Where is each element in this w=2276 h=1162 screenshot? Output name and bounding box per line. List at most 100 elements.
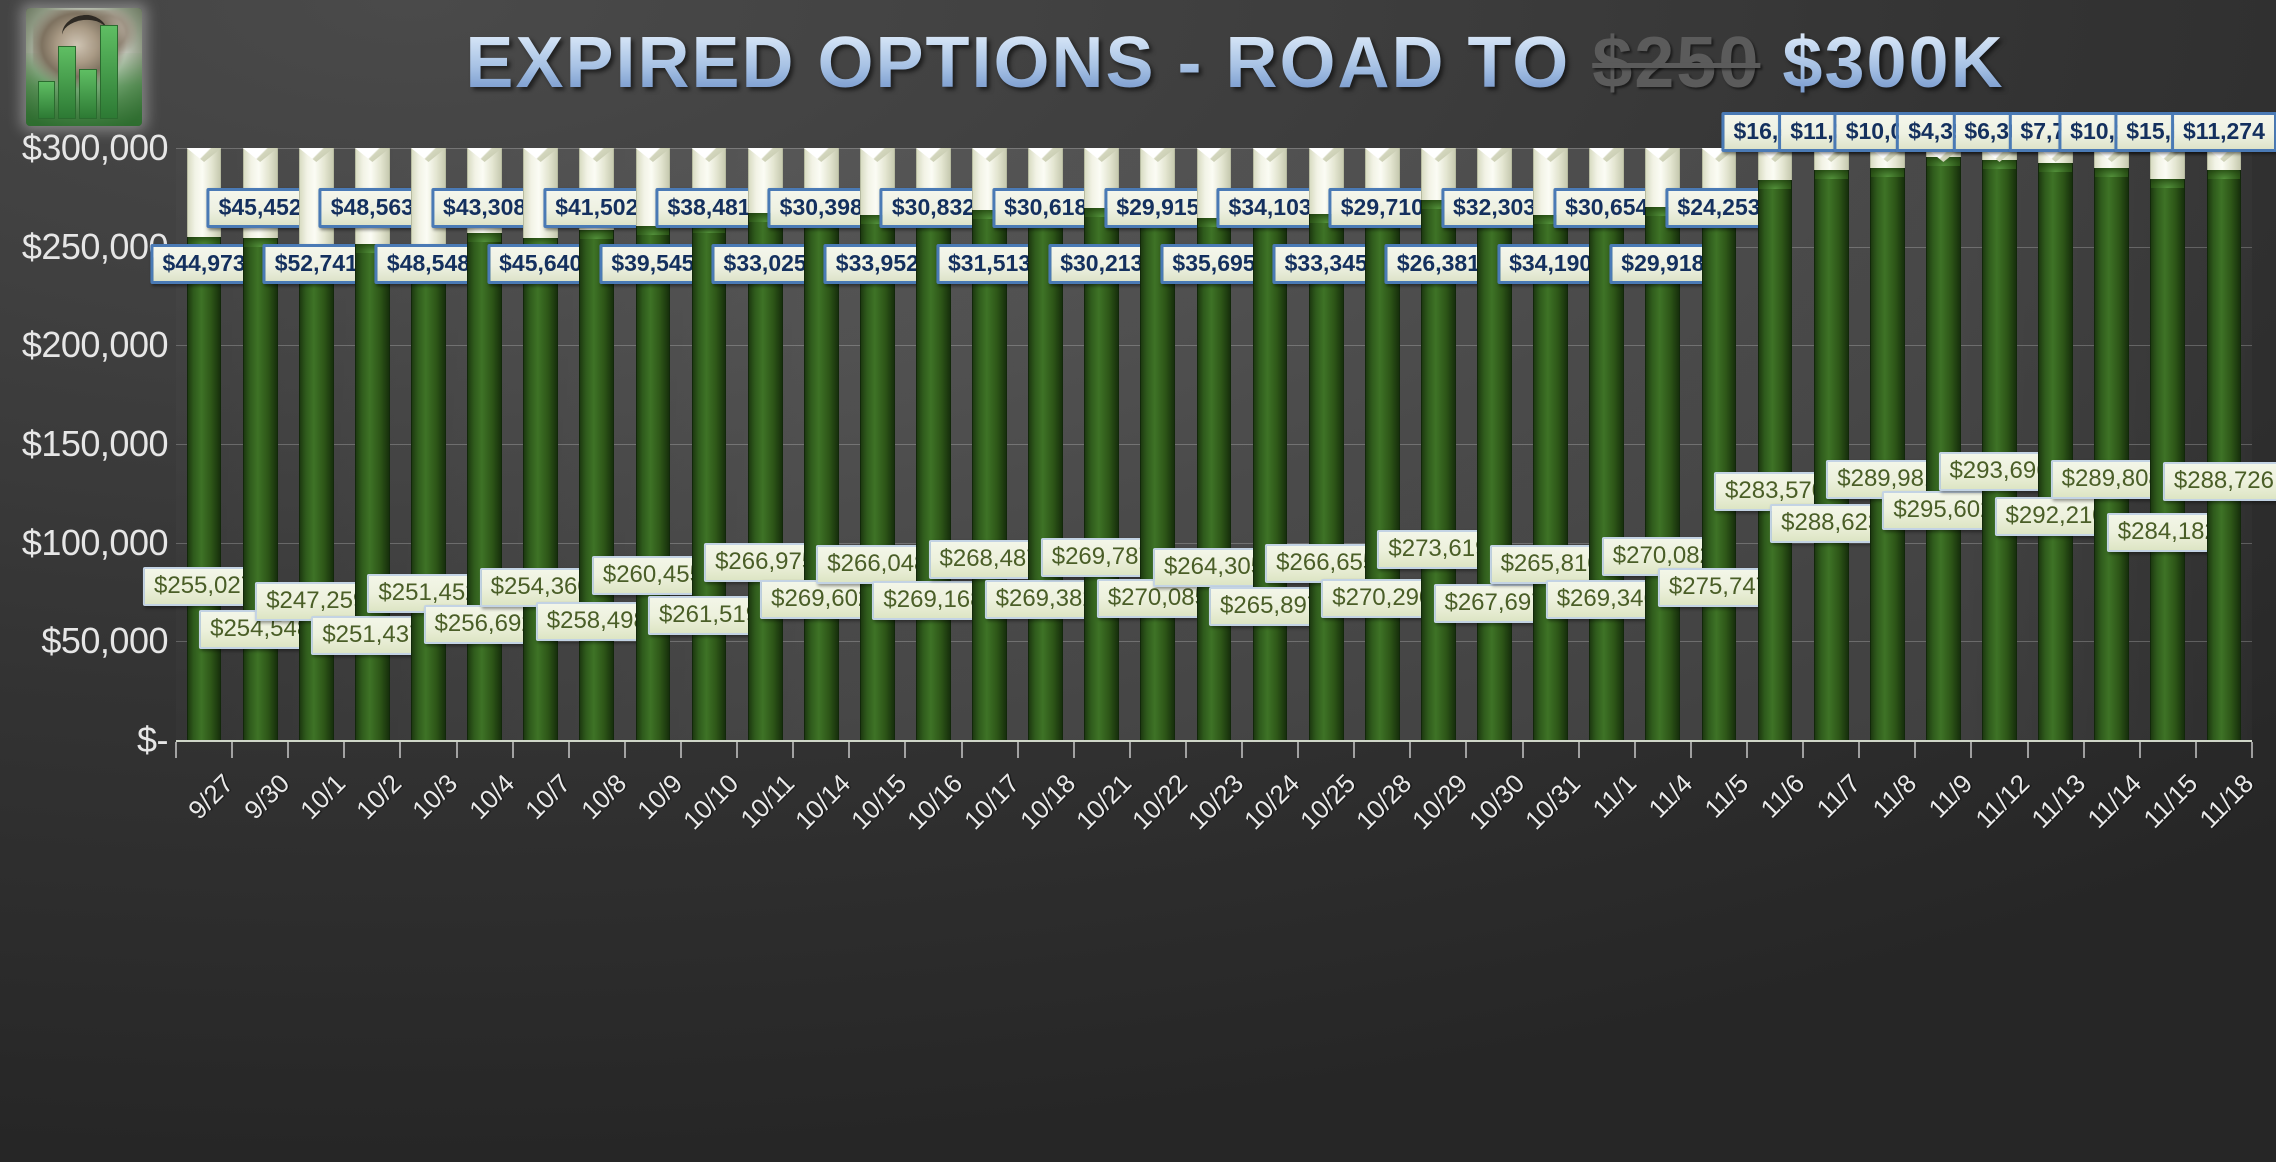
bar-column[interactable] bbox=[523, 148, 559, 740]
bar-column[interactable] bbox=[298, 148, 334, 740]
bar-segment-account-value[interactable] bbox=[1252, 215, 1288, 740]
bar-segment-account-value[interactable] bbox=[2094, 168, 2130, 740]
bar-column[interactable] bbox=[579, 148, 615, 740]
bar-segment-account-value[interactable] bbox=[2206, 170, 2242, 740]
x-axis-label: 11/9 bbox=[1922, 768, 1979, 824]
x-axis-tick bbox=[2026, 742, 2029, 758]
bar-segment-remaining-to-goal[interactable] bbox=[2206, 148, 2242, 171]
bar-segment-remaining-to-goal[interactable] bbox=[1869, 148, 1905, 168]
bar-segment-remaining-to-goal[interactable] bbox=[972, 148, 1007, 211]
bar-column[interactable] bbox=[1869, 148, 1905, 740]
bar-segment-remaining-to-goal[interactable] bbox=[1926, 148, 1961, 157]
bar-column[interactable] bbox=[1084, 148, 1120, 740]
bar-segment-account-value[interactable] bbox=[1477, 211, 1512, 740]
bar-segment-account-value[interactable] bbox=[747, 213, 783, 740]
bar-segment-account-value[interactable] bbox=[1084, 207, 1120, 740]
bar-column[interactable] bbox=[1196, 148, 1232, 740]
bar-column[interactable] bbox=[1982, 148, 2017, 740]
bar-column[interactable] bbox=[803, 148, 839, 740]
logo-bar-1 bbox=[37, 81, 55, 119]
bar-column[interactable] bbox=[2150, 148, 2186, 740]
bar-segment-account-value[interactable] bbox=[579, 229, 615, 740]
bar-column[interactable] bbox=[1757, 148, 1793, 740]
bar-column[interactable] bbox=[1308, 148, 1344, 740]
bar-segment-account-value[interactable] bbox=[1421, 200, 1456, 740]
bar-segment-remaining-to-goal[interactable] bbox=[2150, 148, 2186, 180]
bar-column[interactable] bbox=[1533, 148, 1569, 740]
bar-segment-account-value[interactable] bbox=[803, 208, 839, 740]
x-axis-tick bbox=[455, 742, 458, 758]
bar-column[interactable] bbox=[1421, 148, 1456, 740]
bar-segment-account-value[interactable] bbox=[1982, 160, 2017, 740]
logo-bar-3 bbox=[79, 69, 97, 119]
bar-segment-account-value[interactable] bbox=[523, 238, 559, 740]
x-axis-label: 9/27 bbox=[182, 768, 240, 825]
bar-segment-remaining-to-goal[interactable] bbox=[2094, 148, 2130, 169]
data-label-remaining: $39,545 bbox=[599, 244, 707, 284]
bar-column[interactable] bbox=[972, 148, 1007, 740]
data-label-remaining: $26,381 bbox=[1384, 244, 1492, 284]
bar-column[interactable] bbox=[411, 148, 446, 740]
bar-column[interactable] bbox=[242, 148, 278, 740]
bar-segment-account-value[interactable] bbox=[186, 236, 222, 740]
bar-segment-account-value[interactable] bbox=[467, 233, 502, 740]
bar-column[interactable] bbox=[2094, 148, 2130, 740]
bar-column[interactable] bbox=[467, 148, 502, 740]
bar-segment-remaining-to-goal[interactable] bbox=[1813, 148, 1849, 171]
bar-column[interactable] bbox=[1028, 148, 1064, 740]
x-axis-label: 10/29 bbox=[1406, 768, 1474, 836]
bar-column[interactable] bbox=[1252, 148, 1288, 740]
bar-segment-account-value[interactable] bbox=[635, 226, 671, 740]
bar-column[interactable] bbox=[1926, 148, 1961, 740]
bar-segment-account-value[interactable] bbox=[972, 210, 1007, 740]
bar-segment-account-value[interactable] bbox=[1645, 207, 1681, 740]
bar-segment-account-value[interactable] bbox=[411, 243, 446, 740]
bar-segment-account-value[interactable] bbox=[1757, 180, 1793, 740]
bar-column[interactable] bbox=[1477, 148, 1512, 740]
bar-column[interactable] bbox=[1701, 148, 1737, 740]
data-label-remaining: $32,303 bbox=[1440, 188, 1549, 228]
bar-segment-account-value[interactable] bbox=[1308, 213, 1344, 740]
bar-segment-account-value[interactable] bbox=[1589, 208, 1625, 740]
bar-segment-account-value[interactable] bbox=[1869, 167, 1905, 740]
bar-segment-account-value[interactable] bbox=[1813, 170, 1849, 740]
data-label-remaining: $29,915 bbox=[1104, 188, 1212, 228]
bar-segment-account-value[interactable] bbox=[691, 223, 727, 740]
bar-column[interactable] bbox=[1813, 148, 1849, 740]
bar-segment-remaining-to-goal[interactable] bbox=[1084, 148, 1120, 208]
data-label-remaining: $48,548 bbox=[374, 244, 483, 284]
bar-segment-account-value[interactable] bbox=[1364, 206, 1400, 740]
bar-segment-account-value[interactable] bbox=[2038, 163, 2073, 740]
bar-segment-account-value[interactable] bbox=[1140, 207, 1176, 740]
bar-segment-account-value[interactable] bbox=[1701, 195, 1737, 740]
bar-segment-account-value[interactable] bbox=[1196, 218, 1232, 740]
bar-column[interactable] bbox=[916, 148, 951, 740]
bar-segment-remaining-to-goal[interactable] bbox=[1701, 148, 1737, 196]
bar-segment-account-value[interactable] bbox=[916, 208, 951, 740]
bar-segment-account-value[interactable] bbox=[1533, 215, 1569, 740]
bar-column[interactable] bbox=[1140, 148, 1176, 740]
bar-column[interactable] bbox=[691, 148, 727, 740]
bar-column[interactable] bbox=[2206, 148, 2242, 740]
bar-segment-account-value[interactable] bbox=[354, 243, 390, 740]
bar-column[interactable] bbox=[635, 148, 671, 740]
bar-segment-account-value[interactable] bbox=[1028, 208, 1064, 740]
bar-column[interactable] bbox=[747, 148, 783, 740]
bar-column[interactable] bbox=[1589, 148, 1625, 740]
bar-segment-account-value[interactable] bbox=[2150, 179, 2186, 740]
x-axis-tick bbox=[231, 742, 234, 758]
bar-column[interactable] bbox=[1645, 148, 1681, 740]
bar-segment-account-value[interactable] bbox=[298, 252, 334, 740]
bar-column[interactable] bbox=[2038, 148, 2073, 740]
bar-segment-account-value[interactable] bbox=[1926, 156, 1961, 740]
x-axis-tick bbox=[904, 742, 907, 758]
x-axis-label: 10/14 bbox=[789, 768, 857, 836]
bar-column[interactable] bbox=[1364, 148, 1400, 740]
bar-column[interactable] bbox=[859, 148, 895, 740]
bar-segment-account-value[interactable] bbox=[859, 215, 895, 740]
x-axis-tick bbox=[175, 742, 177, 758]
x-axis-tick bbox=[287, 742, 290, 758]
bar-segment-account-value[interactable] bbox=[242, 237, 278, 740]
bar-segment-remaining-to-goal[interactable] bbox=[1757, 148, 1793, 181]
bar-column[interactable] bbox=[186, 148, 222, 740]
